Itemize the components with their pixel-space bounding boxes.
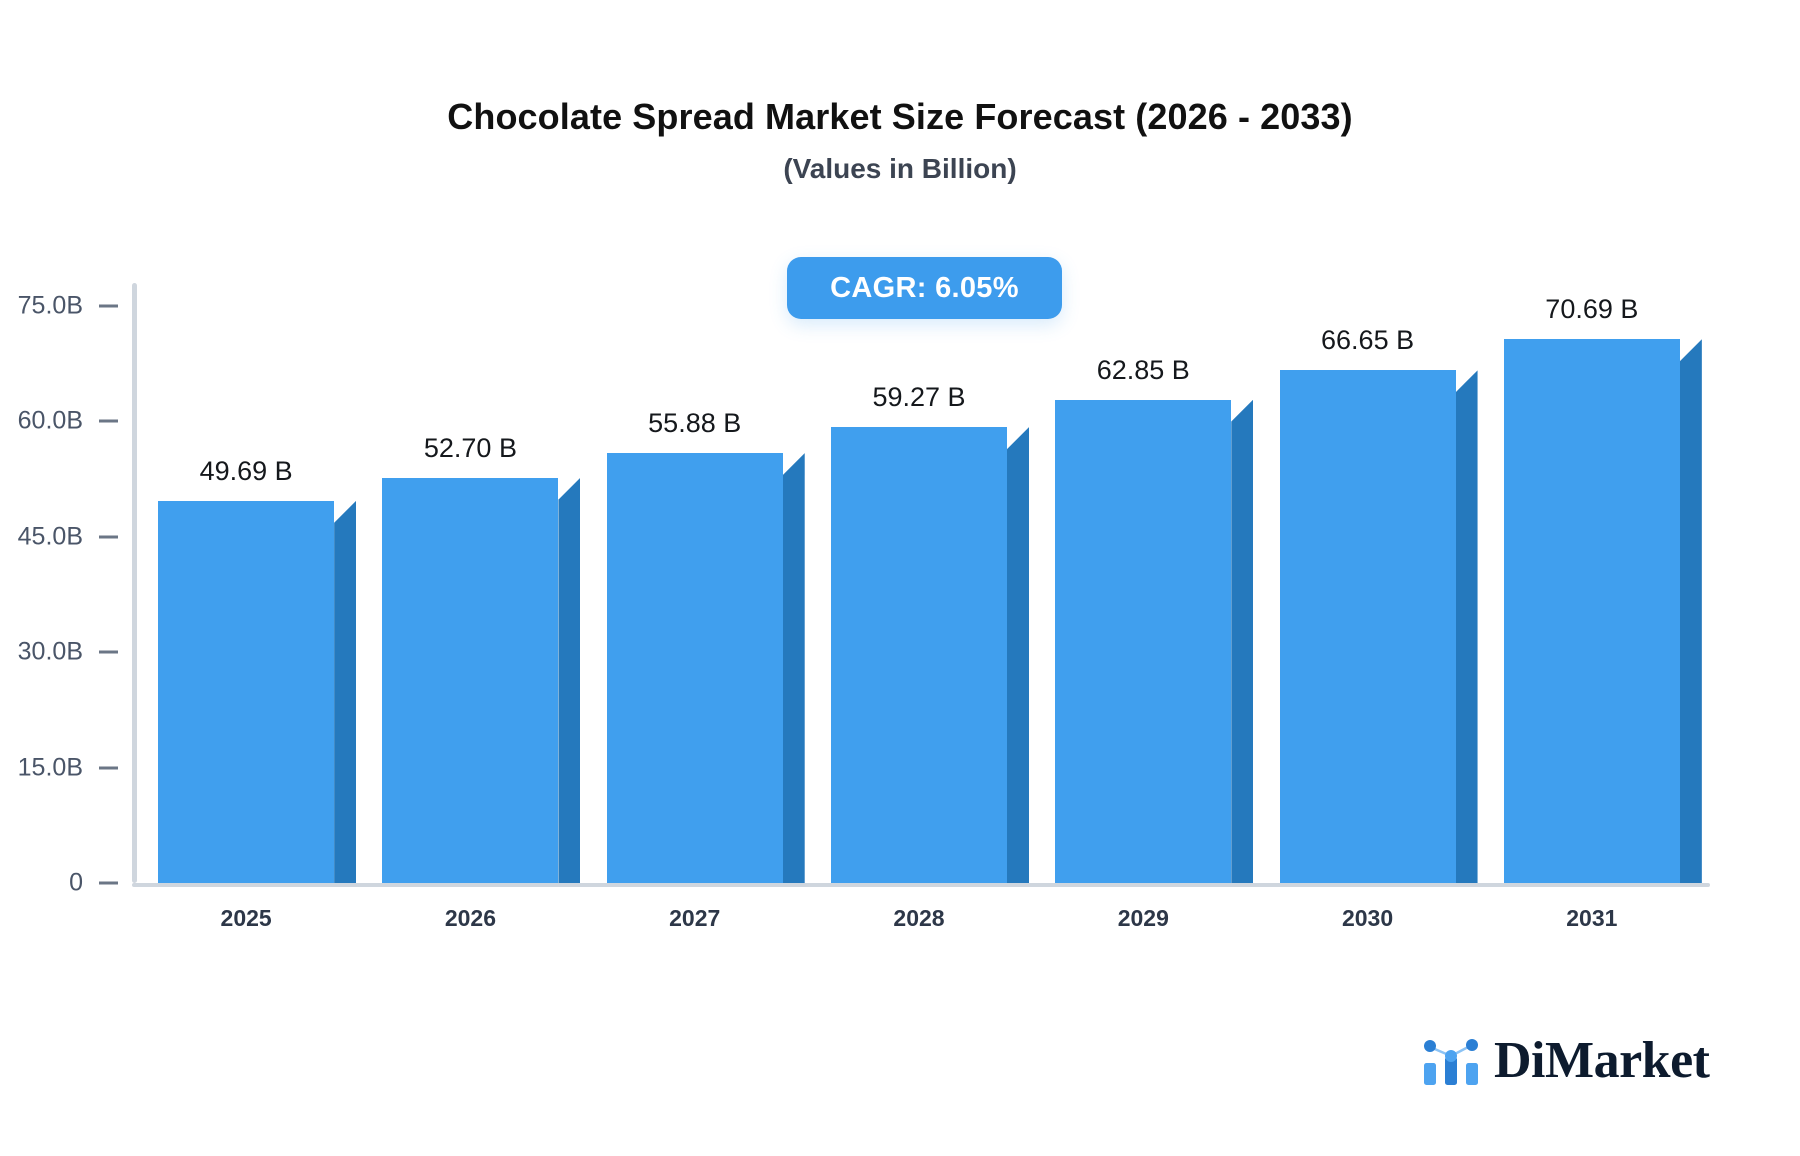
x-axis-tick-label: 2029 — [1117, 905, 1169, 931]
y-axis-tick: 15.0B — [0, 753, 140, 782]
y-axis-tick: 60.0B — [0, 407, 140, 436]
bar-group: 70.69 B 2031 — [1503, 283, 1702, 931]
bar-front-face — [1279, 370, 1456, 883]
bar-value-label: 66.65 B — [1321, 325, 1415, 356]
y-axis-tick-label: 0 — [69, 868, 83, 897]
bar-group: 52.70 B 2026 — [382, 283, 581, 931]
bar-front-face — [1055, 399, 1232, 883]
bar[interactable] — [1503, 339, 1702, 883]
x-axis-tick-label: 2030 — [1341, 905, 1394, 931]
bar[interactable] — [1055, 399, 1254, 883]
y-axis-tick-label: 30.0B — [17, 637, 83, 666]
y-axis-tick-label: 60.0B — [17, 406, 83, 435]
bar-value-label: 70.69 B — [1545, 294, 1639, 325]
bar[interactable] — [1279, 370, 1478, 883]
y-axis-tick: 75.0B — [0, 292, 140, 321]
bar-group: 62.85 B 2029 — [1055, 283, 1254, 931]
y-axis-tick-mark — [99, 304, 118, 308]
bar-chart-dots-icon — [1422, 1035, 1480, 1087]
bar-group: 66.65 B 2030 — [1279, 283, 1478, 931]
y-axis-tick-mark — [99, 535, 118, 539]
y-axis-tick: 45.0B — [0, 522, 140, 551]
cagr-badge: CAGR: 6.05% — [787, 257, 1062, 319]
chart-subtitle: (Values in Billion) — [783, 153, 1017, 185]
bar-group: 55.88 B 2027 — [606, 283, 805, 931]
x-axis-tick-label: 2031 — [1566, 905, 1618, 931]
bar-front-face — [831, 427, 1007, 883]
bar[interactable] — [158, 500, 357, 883]
x-axis-tick-label: 2028 — [893, 905, 945, 931]
y-axis-tick-label: 15.0B — [17, 753, 83, 782]
bar[interactable] — [606, 453, 805, 883]
bar-side-face — [1455, 370, 1478, 883]
bar-value-label: 59.27 B — [872, 382, 966, 413]
y-axis-tick-mark — [99, 650, 118, 654]
bar-value-label: 49.69 B — [199, 455, 293, 486]
bar-value-label: 62.85 B — [1096, 354, 1190, 385]
y-axis-tick: 0 — [0, 869, 140, 898]
x-axis-tick-label: 2026 — [444, 905, 497, 931]
x-axis-line — [132, 883, 1710, 887]
y-axis-spine — [132, 283, 137, 883]
bar-side-face — [558, 477, 581, 883]
bar[interactable] — [382, 477, 581, 883]
bar-series: 49.69 B 2025 52.70 B 2026 55.88 B 2027 59.27 B… — [140, 283, 1710, 931]
y-axis-tick-label: 45.0B — [17, 522, 83, 551]
dimarket-logo: DiMarket — [1422, 1032, 1710, 1089]
y-axis-tick-mark — [99, 766, 118, 770]
chart-title: Chocolate Spread Market Size Forecast (2… — [447, 96, 1353, 137]
y-axis-tick-label: 75.0B — [17, 291, 83, 320]
bar-front-face — [158, 500, 335, 883]
bar[interactable] — [831, 427, 1029, 883]
bar-group: 59.27 B 2028 — [831, 283, 1029, 931]
bar-value-label: 55.88 B — [648, 408, 742, 439]
y-axis-tick-mark — [99, 881, 118, 885]
title-block: Chocolate Spread Market Size Forecast (2… — [0, 96, 1800, 185]
y-axis-tick: 30.0B — [0, 638, 140, 667]
bar-front-face — [606, 453, 783, 883]
bar-side-face — [1007, 427, 1029, 883]
bar-front-face — [1503, 339, 1680, 883]
bar-group: 49.69 B 2025 — [158, 283, 357, 931]
y-axis-tick-mark — [99, 419, 118, 423]
logo-wordmark: DiMarket — [1494, 1032, 1710, 1089]
bar-front-face — [382, 477, 559, 883]
bar-side-face — [1679, 339, 1702, 883]
x-axis-tick-label: 2027 — [669, 905, 721, 931]
bar-side-face — [782, 453, 805, 883]
x-axis-tick-label: 2025 — [220, 905, 272, 931]
bar-side-face — [1231, 399, 1254, 883]
plot-area: 75.0B 60.0B 45.0B 30.0B 15.0B 0 49.69 B 2025 52… — [18, 283, 1710, 931]
bar-side-face — [334, 500, 357, 883]
bar-value-label: 52.70 B — [423, 432, 517, 463]
